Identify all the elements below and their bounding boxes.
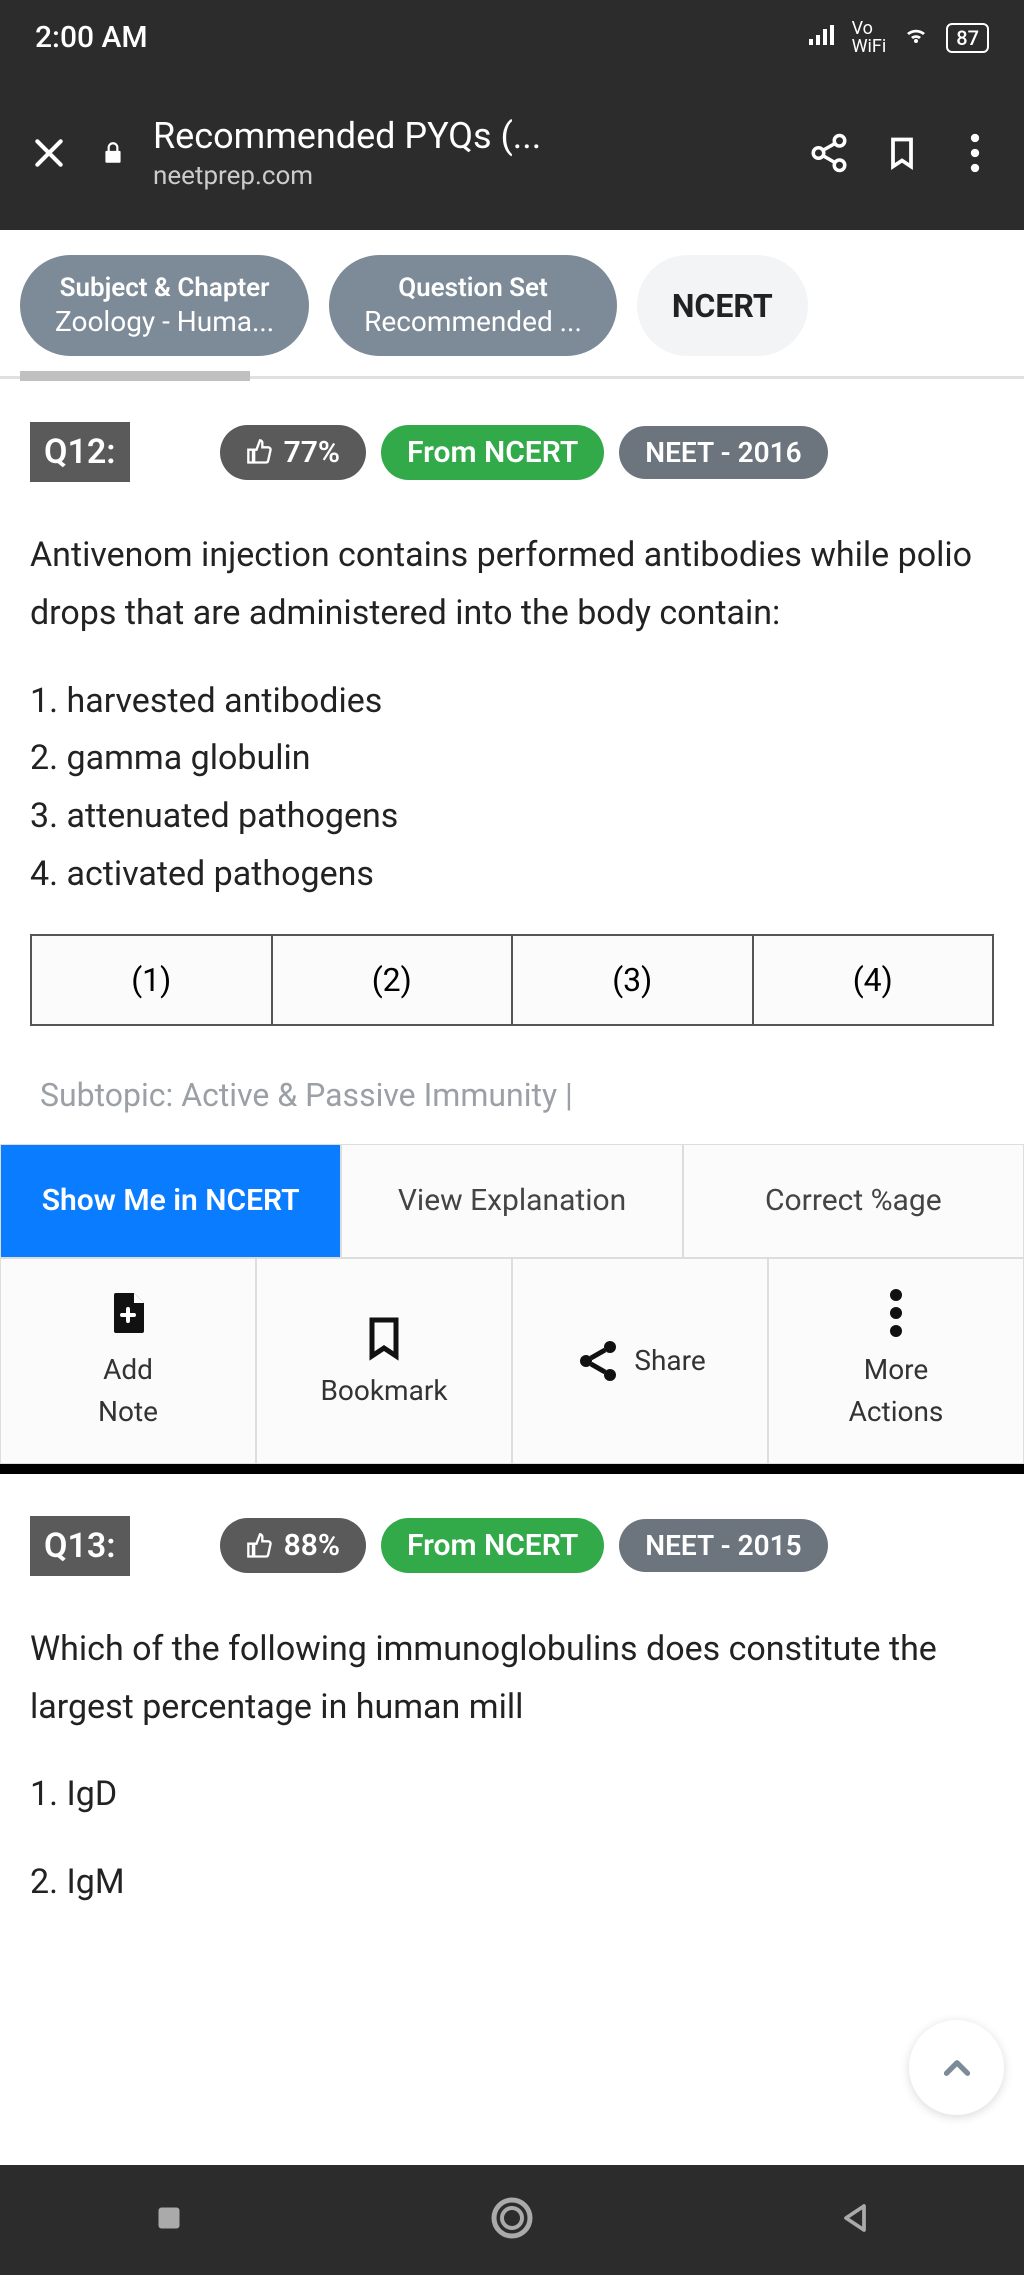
like-percentage-pill[interactable]: 77% xyxy=(220,425,366,480)
battery-indicator: 87 xyxy=(946,23,989,53)
more-menu-icon[interactable] xyxy=(951,129,999,177)
question-number: Q13: xyxy=(30,1516,130,1576)
exam-year-pill: NEET - 2015 xyxy=(619,1519,827,1572)
filter-subject-value: Zoology - Huma... xyxy=(55,305,274,338)
subtopic-label: Subtopic: Active & Passive Immunity | xyxy=(30,1076,994,1144)
back-button[interactable] xyxy=(837,2200,873,2240)
browser-bar: Recommended PYQs (... neetprep.com xyxy=(0,75,1024,230)
option-2: 2. IgM xyxy=(30,1854,994,1912)
filter-qset-label: Question Set xyxy=(398,273,548,303)
answer-choice-4[interactable]: (4) xyxy=(754,936,993,1024)
more-vertical-icon xyxy=(872,1289,920,1337)
option-1: 1. IgD xyxy=(30,1766,994,1824)
share-button[interactable]: Share xyxy=(512,1258,768,1464)
question-options: 1. harvested antibodies 2. gamma globuli… xyxy=(30,673,994,904)
bookmark-button[interactable]: Bookmark xyxy=(256,1258,512,1464)
like-percentage: 88% xyxy=(284,1528,340,1563)
share-button-icon xyxy=(574,1337,622,1385)
question-header: Q12: 77% From NCERT NEET - 2016 xyxy=(30,422,994,482)
browser-title-block[interactable]: Recommended PYQs (... neetprep.com xyxy=(153,115,780,191)
bookmark-icon[interactable] xyxy=(878,129,926,177)
thumbs-up-icon xyxy=(246,438,274,466)
share-label: Share xyxy=(634,1344,705,1377)
answer-choice-3[interactable]: (3) xyxy=(513,936,754,1024)
answer-choice-table: (1) (2) (3) (4) xyxy=(30,934,994,1026)
share-icon[interactable] xyxy=(805,129,853,177)
page-title: Recommended PYQs (... xyxy=(153,115,780,157)
answer-choice-2[interactable]: (2) xyxy=(273,936,514,1024)
filter-bar: Subject & Chapter Zoology - Huma... Ques… xyxy=(0,230,1024,379)
system-nav-bar xyxy=(0,2165,1024,2275)
filter-subject-label: Subject & Chapter xyxy=(60,273,270,303)
status-time: 2:00 AM xyxy=(35,20,148,55)
bookmark-outline-icon xyxy=(360,1314,408,1362)
option-2: 2. gamma globulin xyxy=(30,730,994,788)
action-tabs-row1: Show Me in NCERT View Explanation Correc… xyxy=(0,1144,1024,1258)
question-options: 1. IgD 2. IgM xyxy=(30,1766,994,1912)
filter-ncert[interactable]: NCERT xyxy=(637,255,808,356)
exam-year-pill: NEET - 2016 xyxy=(619,426,827,479)
wifi-icon xyxy=(901,23,931,53)
question-text: Which of the following immunoglobulins d… xyxy=(30,1621,994,1737)
bookmark-label: Bookmark xyxy=(320,1374,447,1407)
filter-subject[interactable]: Subject & Chapter Zoology - Huma... xyxy=(20,255,309,356)
recent-apps-button[interactable] xyxy=(151,2200,187,2240)
lock-icon xyxy=(98,129,128,177)
status-bar: 2:00 AM VoWiFi 87 xyxy=(0,0,1024,75)
add-note-label-1: Add xyxy=(103,1353,153,1386)
add-note-button[interactable]: Add Note xyxy=(0,1258,256,1464)
from-ncert-pill[interactable]: From NCERT xyxy=(381,1518,604,1573)
filter-ncert-label: NCERT xyxy=(672,287,773,325)
status-indicators: VoWiFi 87 xyxy=(807,20,989,56)
card-divider xyxy=(0,1464,1024,1474)
filter-question-set[interactable]: Question Set Recommended ... xyxy=(329,255,617,356)
scroll-up-button[interactable] xyxy=(909,2020,1004,2115)
scroll-indicator xyxy=(20,371,250,381)
like-percentage-pill[interactable]: 88% xyxy=(220,1518,366,1573)
signal-icon xyxy=(807,23,837,53)
option-4: 4. activated pathogens xyxy=(30,846,994,904)
filter-qset-value: Recommended ... xyxy=(364,305,582,338)
option-3: 3. attenuated pathogens xyxy=(30,788,994,846)
question-text: Antivenom injection contains performed a… xyxy=(30,527,994,643)
thumbs-up-icon xyxy=(246,1532,274,1560)
show-in-ncert-button[interactable]: Show Me in NCERT xyxy=(0,1144,341,1258)
option-1: 1. harvested antibodies xyxy=(30,673,994,731)
add-note-icon xyxy=(104,1289,152,1337)
add-note-label-2: Note xyxy=(98,1395,158,1428)
page-domain: neetprep.com xyxy=(153,161,780,191)
view-explanation-button[interactable]: View Explanation xyxy=(341,1144,682,1258)
correct-percentage-button[interactable]: Correct %age xyxy=(683,1144,1024,1258)
question-header: Q13: 88% From NCERT NEET - 2015 xyxy=(30,1516,994,1576)
question-card-13: Q13: 88% From NCERT NEET - 2015 Which of… xyxy=(0,1474,1024,1912)
network-label: VoWiFi xyxy=(852,20,887,56)
action-tabs-row2: Add Note Bookmark Share More Actions xyxy=(0,1258,1024,1464)
question-card-12: Q12: 77% From NCERT NEET - 2016 Antiveno… xyxy=(0,387,1024,1144)
close-icon[interactable] xyxy=(25,129,73,177)
question-number: Q12: xyxy=(30,422,130,482)
more-actions-button[interactable]: More Actions xyxy=(768,1258,1024,1464)
more-label-1: More xyxy=(864,1353,929,1386)
chevron-up-icon xyxy=(936,2047,978,2089)
home-button[interactable] xyxy=(488,2194,536,2246)
answer-choice-1[interactable]: (1) xyxy=(32,936,273,1024)
more-label-2: Actions xyxy=(849,1395,944,1428)
like-percentage: 77% xyxy=(284,435,340,470)
from-ncert-pill[interactable]: From NCERT xyxy=(381,425,604,480)
